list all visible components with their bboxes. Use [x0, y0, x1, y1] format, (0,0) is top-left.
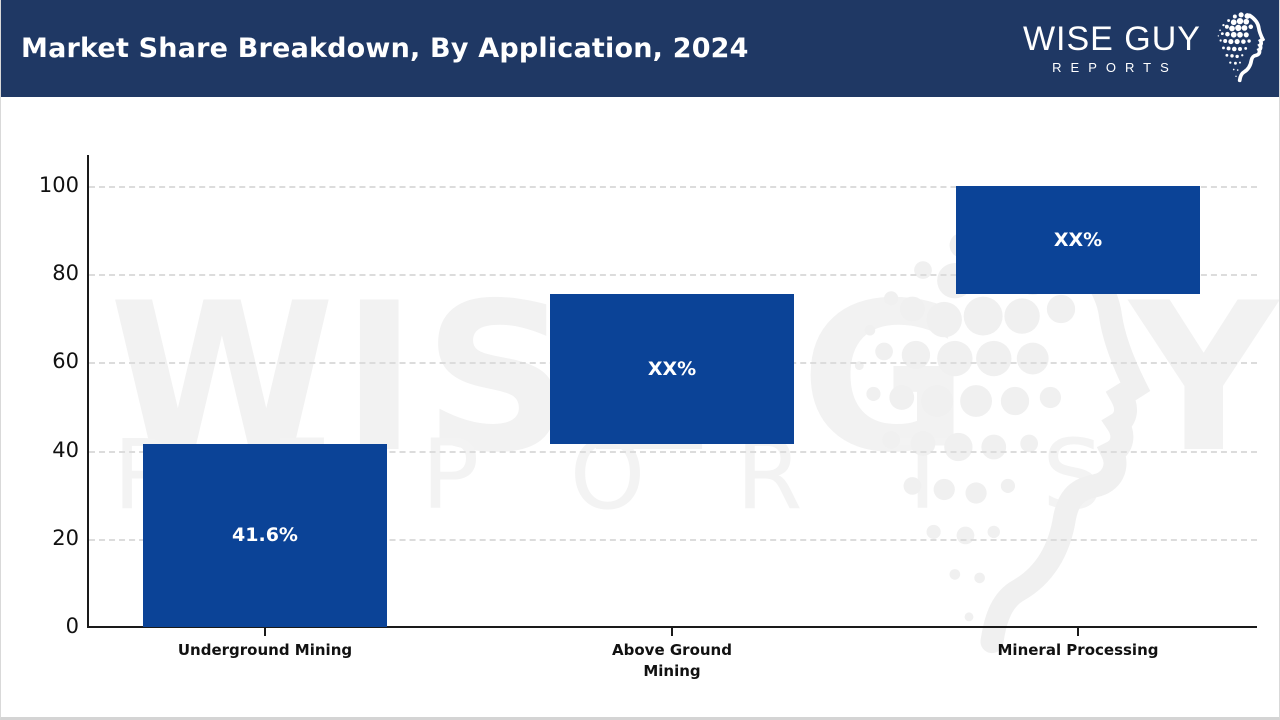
- bar-value-label: XX%: [1053, 229, 1103, 252]
- x-tick-underground-mining: [264, 628, 266, 636]
- x-label-mineral-processing: Mineral Processing: [997, 641, 1159, 659]
- logo-dot-head-icon: [1217, 11, 1265, 82]
- x-label-above-ground-mining: Above Ground Mining: [612, 641, 732, 680]
- gridline-y-100: [89, 186, 1257, 188]
- x-label-underground-mining: Underground Mining: [177, 641, 353, 659]
- y-tick-label-20: 20: [52, 525, 79, 550]
- y-tick-label-60: 60: [52, 349, 79, 374]
- gridline-y-20: [89, 538, 1257, 541]
- bar-value-label: XX%: [647, 357, 697, 380]
- bar-mineral-processing[interactable]: XX%: [956, 186, 1200, 295]
- y-tick-label-0: 0: [65, 614, 79, 638]
- y-tick-label-40: 40: [52, 437, 79, 462]
- bar-above-ground-mining[interactable]: XX%: [550, 294, 794, 444]
- y-axis-line: [87, 155, 89, 628]
- page-title: Market Share Breakdown, By Application, …: [21, 33, 749, 64]
- gridline-y-40: [89, 450, 1257, 453]
- x-tick-mineral-processing: [1077, 628, 1079, 636]
- x-axis-line: [87, 626, 1257, 628]
- header-bar: Market Share Breakdown, By Application, …: [1, 0, 1279, 97]
- logo-text: WISE GUY REPORTS: [1023, 22, 1201, 75]
- bar-underground-mining[interactable]: 41.6%: [143, 443, 387, 627]
- bar-value-label: 41.6%: [232, 524, 298, 547]
- logo-reports-label: REPORTS: [1052, 60, 1178, 75]
- y-tick-label-100: 100: [38, 173, 79, 197]
- x-tick-above-ground-mining: [671, 628, 673, 636]
- logo: WISE GUY REPORTS: [1023, 11, 1279, 86]
- gridline-y-80: [89, 274, 1257, 277]
- y-tick-label-80: 80: [52, 261, 79, 286]
- logo-wiseguy-label: WISE GUY: [1022, 20, 1201, 58]
